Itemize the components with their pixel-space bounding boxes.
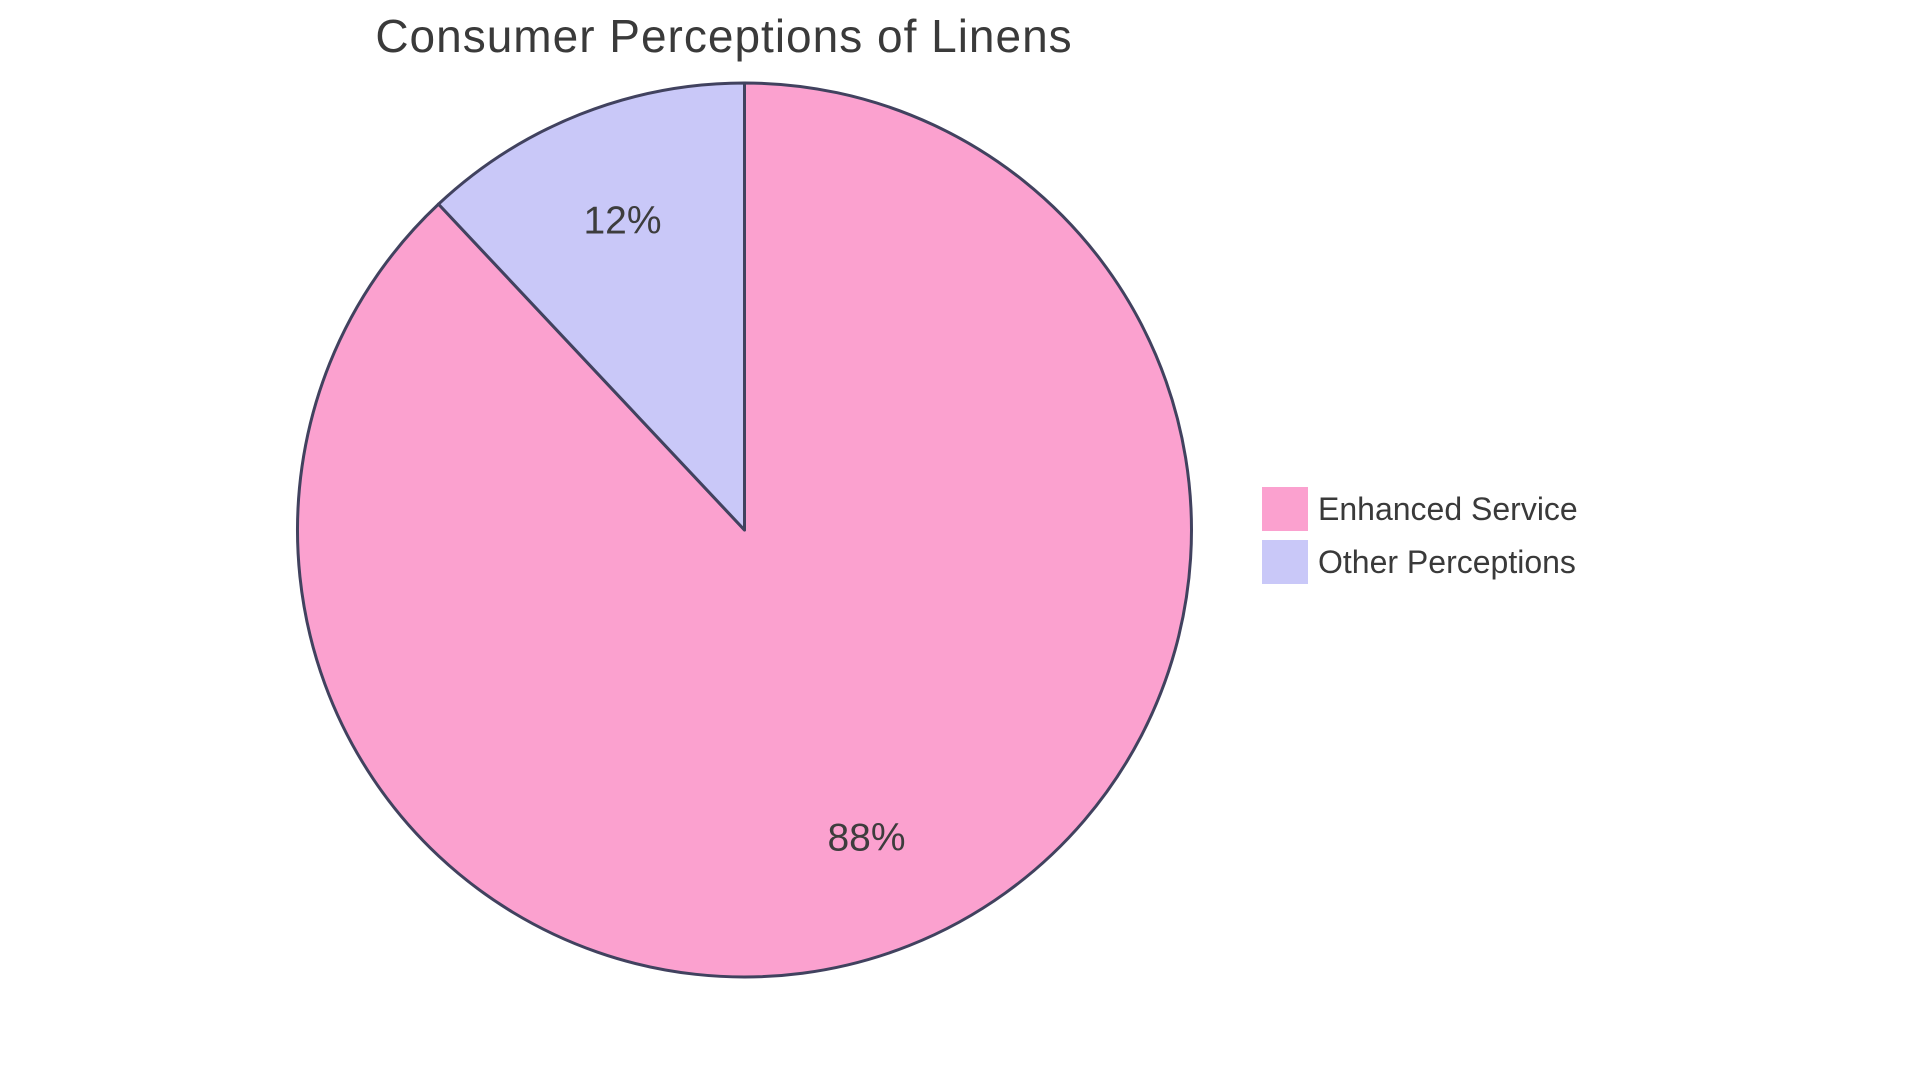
legend-item-enhanced-service[interactable]: Enhanced Service [1262,487,1578,531]
legend-swatch-other-perceptions [1262,540,1308,584]
legend-label-other-perceptions: Other Perceptions [1318,544,1576,580]
legend-swatch-enhanced-service [1262,487,1308,531]
legend-label-enhanced-service: Enhanced Service [1318,491,1578,527]
legend-item-other-perceptions[interactable]: Other Perceptions [1262,540,1578,584]
chart-title: Consumer Perceptions of Linens [375,10,1073,62]
legend: Enhanced Service Other Perceptions [1262,487,1578,593]
pie-slice-other-perceptions[interactable] [437,81,746,532]
pie-label-enhanced-service: 88% [827,817,905,860]
pie-label-other-perceptions: 12% [583,200,661,243]
